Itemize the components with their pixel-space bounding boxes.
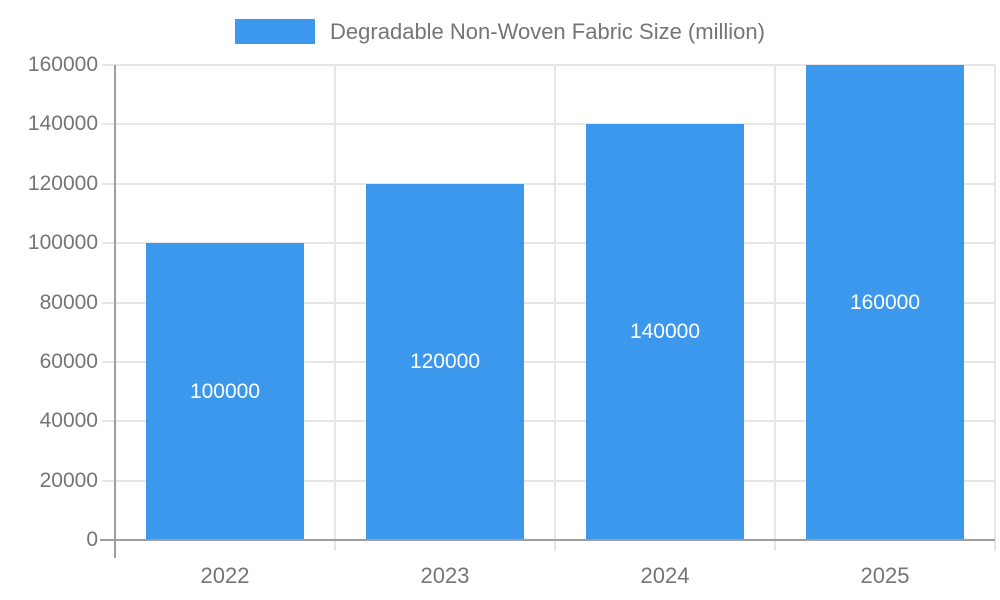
x-axis-tick-label: 2025 [860,563,910,588]
y-axis-line [114,65,116,558]
gridline-y [102,420,995,423]
gridline-y [102,301,995,304]
gridline-x [554,65,556,551]
gridline-y [102,123,995,126]
gridline-y [102,242,995,245]
x-axis-tick-label: 2022 [200,563,250,588]
bar-value-label: 100000 [189,379,261,403]
bar-2022[interactable] [146,243,304,540]
y-axis-tick-label: 20000 [39,468,98,492]
y-axis-tick-label: 40000 [39,409,98,433]
bar-2023[interactable] [366,183,524,540]
gridline-y [102,182,995,185]
legend-label: Degradable Non-Woven Fabric Size (millio… [330,19,765,44]
gridline-y [102,479,995,482]
bar-2024[interactable] [586,124,744,540]
y-axis-tick-label: 120000 [27,171,98,195]
y-axis-tick-label: 140000 [27,112,98,136]
chart-legend: Degradable Non-Woven Fabric Size (millio… [0,18,1000,45]
gridline-x [994,65,996,551]
y-axis-tick-label: 160000 [27,53,98,76]
gridline-x [774,65,776,551]
gridline-y [102,360,995,363]
legend-swatch [235,19,316,44]
y-axis-tick-label: 60000 [39,349,98,373]
x-axis-tick-label: 2023 [420,563,470,588]
gridline-x [334,65,336,551]
x-axis-line [100,539,995,541]
gridline-y [102,64,995,66]
x-axis-tick-label: 2024 [640,563,690,588]
bar-value-label: 120000 [409,349,481,373]
plot-area: 0 20000 40000 60000 80000 100000 120000 140000 1… [28,53,996,588]
y-axis-tick-label: 0 [86,528,98,551]
bar-value-label: 140000 [629,320,701,344]
bar-2025[interactable] [806,65,964,540]
bar-value-label: 160000 [849,290,921,314]
y-axis-tick-label: 100000 [27,231,98,255]
y-axis-tick-label: 80000 [39,290,98,314]
